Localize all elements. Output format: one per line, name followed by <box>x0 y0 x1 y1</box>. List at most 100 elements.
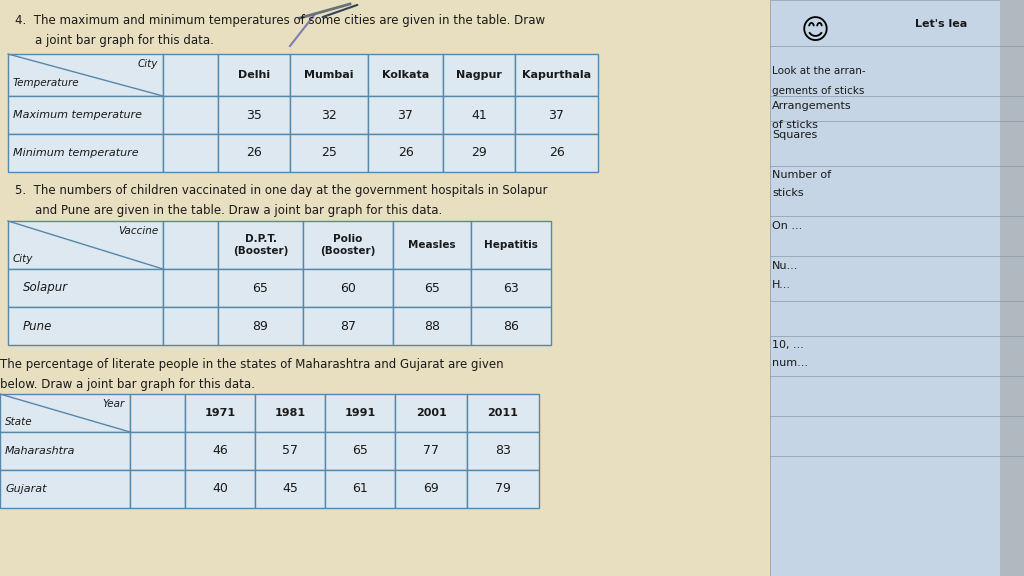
Bar <box>325 432 395 470</box>
Text: 😊: 😊 <box>801 17 829 45</box>
Bar <box>218 54 290 96</box>
Bar <box>8 221 163 269</box>
Text: 1971: 1971 <box>205 408 236 418</box>
Text: 61: 61 <box>352 483 368 495</box>
Bar <box>0 470 130 508</box>
Bar <box>393 269 471 307</box>
Text: Nagpur: Nagpur <box>456 70 502 80</box>
Text: 1991: 1991 <box>344 408 376 418</box>
Text: Delhi: Delhi <box>238 70 270 80</box>
Bar <box>255 470 325 508</box>
Text: Mumbai: Mumbai <box>304 70 353 80</box>
Text: 29: 29 <box>471 146 486 160</box>
Text: Maximum temperature: Maximum temperature <box>13 110 142 120</box>
Text: 79: 79 <box>495 483 511 495</box>
Bar <box>185 432 255 470</box>
Bar <box>290 54 368 96</box>
Bar <box>1000 0 1024 576</box>
Text: Polio
(Booster): Polio (Booster) <box>321 234 376 256</box>
Text: 10, ...: 10, ... <box>772 340 804 350</box>
Bar <box>467 470 539 508</box>
Text: Year: Year <box>102 399 125 409</box>
Text: City: City <box>13 254 34 264</box>
Text: 26: 26 <box>397 146 414 160</box>
Bar <box>290 134 368 172</box>
Text: 57: 57 <box>282 445 298 457</box>
Text: 87: 87 <box>340 320 356 332</box>
Text: The percentage of literate people in the states of Maharashtra and Gujarat are g: The percentage of literate people in the… <box>0 358 504 371</box>
Bar <box>467 394 539 432</box>
Bar <box>163 134 218 172</box>
Bar <box>185 470 255 508</box>
Bar <box>443 96 515 134</box>
Bar <box>467 432 539 470</box>
Text: below. Draw a joint bar graph for this data.: below. Draw a joint bar graph for this d… <box>0 378 255 391</box>
Text: num...: num... <box>772 358 808 368</box>
Text: 65: 65 <box>253 282 268 294</box>
Bar <box>163 96 218 134</box>
Text: 63: 63 <box>503 282 519 294</box>
Text: Arrangements: Arrangements <box>772 101 852 111</box>
Text: 35: 35 <box>246 108 262 122</box>
Text: Maharashtra: Maharashtra <box>5 446 76 456</box>
Bar <box>8 307 163 345</box>
Text: sticks: sticks <box>772 188 804 198</box>
Text: 83: 83 <box>495 445 511 457</box>
Bar <box>395 394 467 432</box>
Text: 40: 40 <box>212 483 228 495</box>
Bar <box>368 96 443 134</box>
Text: 2011: 2011 <box>487 408 518 418</box>
Bar <box>163 269 218 307</box>
Text: 2001: 2001 <box>416 408 446 418</box>
Text: 65: 65 <box>352 445 368 457</box>
Text: a joint bar graph for this data.: a joint bar graph for this data. <box>35 34 214 47</box>
Text: gements of sticks: gements of sticks <box>772 86 864 96</box>
Text: 5.  The numbers of children vaccinated in one day at the government hospitals in: 5. The numbers of children vaccinated in… <box>15 184 548 197</box>
Text: 26: 26 <box>549 146 564 160</box>
Bar <box>303 307 393 345</box>
Text: City: City <box>137 59 158 69</box>
Bar <box>255 394 325 432</box>
Bar <box>515 54 598 96</box>
Text: Minimum temperature: Minimum temperature <box>13 148 138 158</box>
Text: 46: 46 <box>212 445 228 457</box>
Bar <box>471 307 551 345</box>
Bar <box>325 394 395 432</box>
Bar <box>290 96 368 134</box>
Text: 65: 65 <box>424 282 440 294</box>
Bar <box>130 432 185 470</box>
Text: Pune: Pune <box>23 320 52 332</box>
Bar <box>130 470 185 508</box>
Text: Kapurthala: Kapurthala <box>522 70 591 80</box>
Bar <box>471 269 551 307</box>
Text: 32: 32 <box>322 108 337 122</box>
Text: 45: 45 <box>282 483 298 495</box>
Bar <box>515 96 598 134</box>
Text: and Pune are given in the table. Draw a joint bar graph for this data.: and Pune are given in the table. Draw a … <box>35 204 442 217</box>
Text: 89: 89 <box>253 320 268 332</box>
Bar <box>218 96 290 134</box>
Bar <box>770 0 1024 576</box>
Bar <box>218 269 303 307</box>
Text: State: State <box>5 417 33 427</box>
Text: Squares: Squares <box>772 130 817 140</box>
Text: 37: 37 <box>397 108 414 122</box>
Text: 1981: 1981 <box>274 408 305 418</box>
Bar <box>368 54 443 96</box>
Text: 4.  The maximum and minimum temperatures of some cities are given in the table. : 4. The maximum and minimum temperatures … <box>15 14 545 27</box>
Text: On ...: On ... <box>772 221 802 231</box>
Text: of sticks: of sticks <box>772 120 818 130</box>
Text: 69: 69 <box>423 483 439 495</box>
Text: H...: H... <box>772 280 791 290</box>
Bar <box>395 432 467 470</box>
Text: 26: 26 <box>246 146 262 160</box>
Bar <box>443 54 515 96</box>
Bar <box>8 54 163 96</box>
Text: Gujarat: Gujarat <box>5 484 46 494</box>
Text: Vaccine: Vaccine <box>118 226 158 236</box>
Text: 60: 60 <box>340 282 356 294</box>
Bar <box>0 394 130 432</box>
Text: Number of: Number of <box>772 170 831 180</box>
Bar <box>471 221 551 269</box>
Bar <box>368 134 443 172</box>
